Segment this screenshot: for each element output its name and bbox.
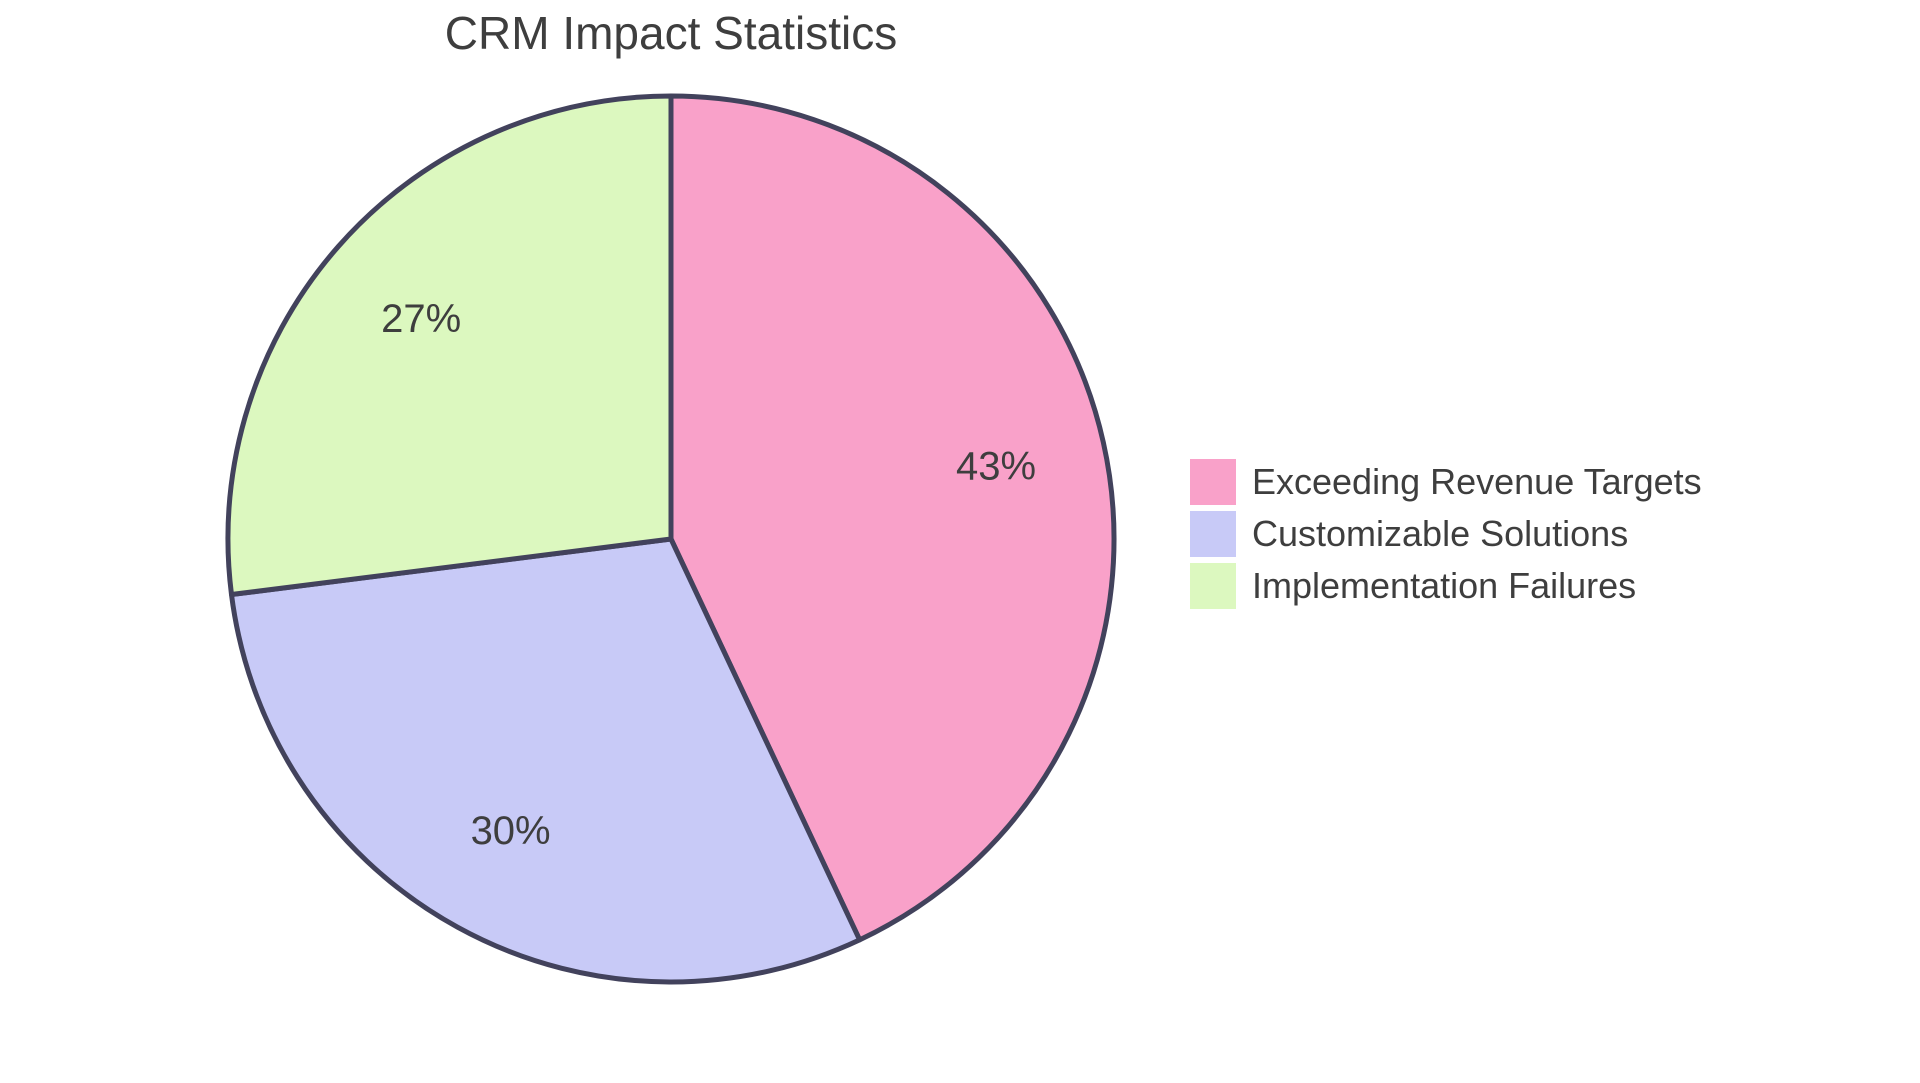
legend-item-customizable-solutions: Customizable Solutions (1190, 511, 1702, 557)
legend-item-exceeding-revenue-targets: Exceeding Revenue Targets (1190, 459, 1702, 505)
legend-swatch-exceeding-revenue-targets (1190, 459, 1236, 505)
pie-slices (225, 93, 1117, 985)
legend-item-implementation-failures: Implementation Failures (1190, 563, 1702, 609)
slice-label-customizable-solutions: 30% (471, 809, 551, 853)
legend: Exceeding Revenue Targets Customizable S… (1190, 459, 1702, 609)
legend-label-implementation-failures: Implementation Failures (1252, 565, 1637, 606)
pie-slice-exceeding-revenue-targets (668, 93, 1117, 943)
legend-label-customizable-solutions: Customizable Solutions (1252, 513, 1629, 554)
pie-slice-customizable-solutions (228, 536, 863, 985)
legend-label-exceeding-revenue-targets: Exceeding Revenue Targets (1252, 461, 1702, 502)
pie-slice-labels: 43% 30% 27% (381, 297, 1036, 853)
chart-title: CRM Impact Statistics (444, 7, 898, 59)
pie-slice-implementation-failures (225, 93, 674, 598)
slice-label-implementation-failures: 27% (381, 297, 461, 341)
legend-swatch-customizable-solutions (1190, 511, 1236, 557)
legend-swatch-implementation-failures (1190, 563, 1236, 609)
slice-label-exceeding-revenue-targets: 43% (956, 444, 1036, 488)
